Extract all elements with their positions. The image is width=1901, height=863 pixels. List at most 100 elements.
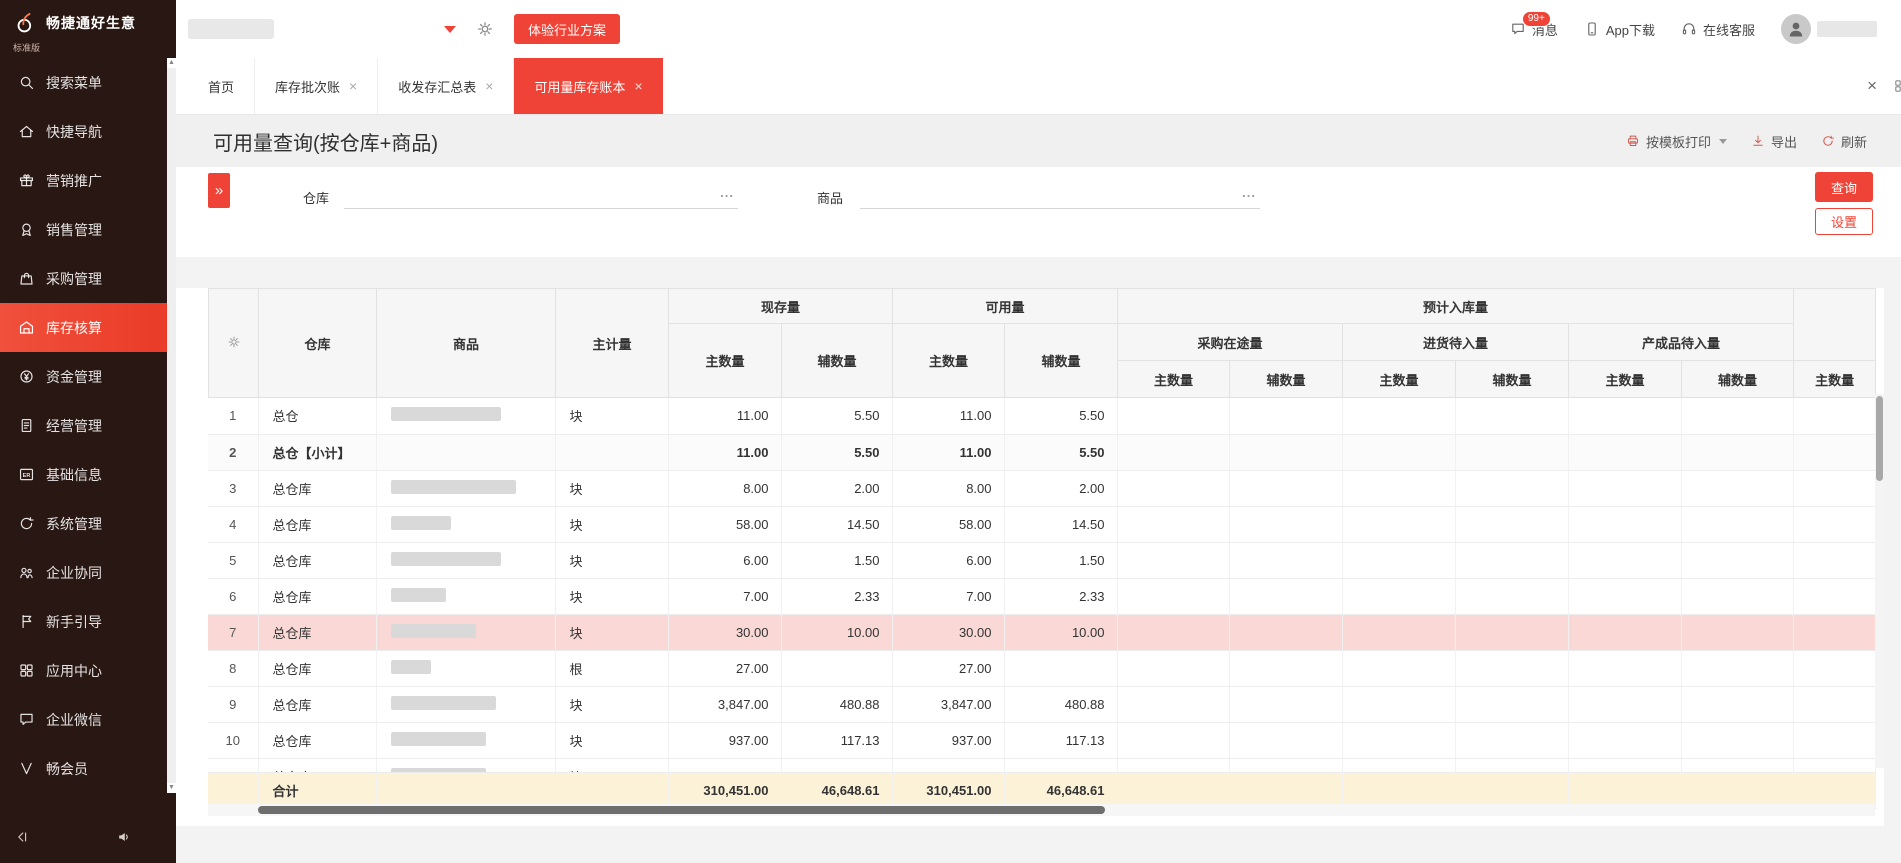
product-filter-input[interactable]: ... — [860, 181, 1260, 209]
close-icon[interactable]: × — [634, 78, 643, 94]
table-row[interactable]: 9 总仓库块 3,847.00 480.88 3,847.00 480.88 — [208, 686, 1876, 723]
user-menu[interactable] — [1781, 14, 1877, 44]
sidebar-item-sales[interactable]: 销售管理 — [0, 205, 167, 254]
sidebar-item-system[interactable]: 系统管理 — [0, 499, 167, 548]
app-download-button[interactable]: App下载 — [1584, 20, 1655, 39]
horizontal-scrollbar-thumb[interactable] — [258, 806, 1105, 814]
warehouse-filter-input[interactable]: ... — [344, 181, 738, 209]
warehouse-picker-ellipsis[interactable]: ... — [720, 185, 734, 200]
tab-list-icon[interactable] — [1893, 78, 1901, 94]
col-product[interactable]: 商品 — [376, 288, 556, 398]
tab-1[interactable]: 库存批次账 × — [255, 58, 379, 114]
sidebar-item-search-menu[interactable]: 搜索菜单 — [0, 58, 167, 107]
col-aux-qty[interactable]: 辅数量 — [1681, 360, 1795, 398]
export-button[interactable]: 导出 — [1751, 132, 1797, 151]
tab-0[interactable]: 首页 — [188, 58, 256, 114]
edition-badge: 标准版 — [13, 43, 41, 53]
sidebar-item-label: 经营管理 — [46, 417, 102, 434]
sidebar-item-app-center[interactable]: 应用中心 — [0, 646, 167, 695]
speaker-icon[interactable] — [116, 829, 132, 845]
messages-count-badge: 99+ — [1521, 10, 1551, 27]
sidebar-item-label: 应用中心 — [46, 662, 102, 679]
online-service-button[interactable]: 在线客服 — [1681, 20, 1755, 39]
redacted-product-name — [390, 407, 501, 422]
close-all-tabs-icon[interactable]: × — [1867, 76, 1877, 95]
redacted-product-name — [390, 623, 476, 638]
sidebar-item-label: 企业微信 — [46, 711, 102, 728]
horizontal-scrollbar[interactable] — [208, 804, 1875, 816]
sidebar-item-quick-nav[interactable]: 快捷导航 — [0, 107, 167, 156]
col-unit[interactable]: 主计量 — [555, 288, 669, 398]
vertical-scrollbar-thumb[interactable] — [1876, 396, 1883, 481]
company-selector[interactable] — [188, 19, 274, 39]
scroll-up-icon[interactable]: ▲ — [167, 58, 176, 68]
col-aux-qty[interactable]: 辅数量 — [780, 323, 894, 398]
collapse-sidebar-icon[interactable] — [14, 829, 30, 845]
col-main-qty[interactable]: 主数量 — [1342, 360, 1457, 398]
table-body-viewport[interactable]: 1 总仓块 11.00 5.50 11.00 5.50 2 总仓【小计】 11.00 5.50 11… — [208, 398, 1884, 772]
expand-filter-button[interactable]: » — [208, 173, 230, 208]
group-available: 可用量 — [892, 288, 1119, 324]
sidebar-item-operation[interactable]: 经营管理 — [0, 401, 167, 450]
table-row[interactable]: 5 总仓库块 6.00 1.50 6.00 1.50 — [208, 542, 1876, 579]
table-row[interactable]: 7 总仓库块 30.00 10.00 30.00 10.00 — [208, 614, 1876, 651]
messages-button[interactable]: 消息 99+ — [1510, 10, 1558, 39]
gift-icon — [18, 172, 35, 189]
experience-plan-button[interactable]: 体验行业方案 — [514, 14, 621, 44]
sidebar-item-inventory-accounting[interactable]: 库存核算 — [0, 303, 176, 352]
apps-icon — [18, 662, 35, 679]
table-row[interactable]: 10 总仓库块 937.00 117.13 937.00 117.13 — [208, 722, 1876, 759]
people-icon — [18, 564, 35, 581]
table-row[interactable]: 1 总仓块 11.00 5.50 11.00 5.50 — [208, 398, 1876, 435]
sidebar-item-newbie-guide[interactable]: 新手引导 — [0, 597, 167, 646]
sidebar-item-wecom[interactable]: 企业微信 — [0, 695, 167, 744]
scroll-down-icon[interactable]: ▼ — [167, 783, 176, 793]
col-aux-qty[interactable]: 辅数量 — [1455, 360, 1570, 398]
gear-icon[interactable] — [476, 20, 494, 38]
col-main-qty[interactable]: 主数量 — [668, 323, 782, 398]
table-header: 仓库 商品 主计量 现存量 可用量 预计入库量 主数量 辅数量 主数量 辅数量 … — [208, 288, 1877, 398]
tab-3[interactable]: 可用量库存账本 × — [514, 58, 663, 114]
col-aux-qty[interactable]: 辅数量 — [1229, 360, 1344, 398]
doc-icon — [18, 417, 35, 434]
table-row[interactable]: 3 总仓库块 8.00 2.00 8.00 2.00 — [208, 470, 1876, 507]
warehouse-icon — [18, 319, 35, 336]
table-row[interactable]: 4 总仓库块 58.00 14.50 58.00 14.50 — [208, 506, 1876, 543]
close-icon[interactable]: × — [349, 78, 358, 94]
sidebar-item-funds[interactable]: 资金管理 — [0, 352, 167, 401]
settings-button[interactable]: 设置 — [1815, 208, 1873, 235]
close-icon[interactable]: × — [485, 78, 494, 94]
sidebar-item-base-info[interactable]: ER 基础信息 — [0, 450, 167, 499]
tab-2[interactable]: 收发存汇总表 × — [378, 58, 515, 114]
col-main-qty[interactable]: 主数量 — [1793, 360, 1877, 398]
home-icon — [18, 123, 35, 140]
col-aux-qty[interactable]: 辅数量 — [1004, 323, 1119, 398]
page-title: 可用量查询(按仓库+商品) — [213, 132, 438, 155]
col-main-qty[interactable]: 主数量 — [1117, 360, 1231, 398]
redacted-product-name — [390, 587, 446, 602]
company-caret-icon[interactable] — [444, 26, 456, 33]
table-row[interactable]: 8 总仓库根 27.00 27.00 — [208, 650, 1876, 687]
sidebar-item-purchase[interactable]: 采购管理 — [0, 254, 167, 303]
sidebar-item-enterprise-collab[interactable]: 企业协同 — [0, 548, 167, 597]
table-row[interactable]: 2 总仓【小计】 11.00 5.50 11.00 5.50 — [208, 434, 1876, 471]
sidebar-item-member[interactable]: 畅会员 — [0, 744, 167, 793]
column-settings-gear-icon[interactable] — [227, 335, 241, 349]
table-row[interactable]: 6 总仓库块 7.00 2.33 7.00 2.33 — [208, 578, 1876, 615]
redacted-product-name — [390, 731, 486, 746]
sidebar-item-marketing[interactable]: 营销推广 — [0, 156, 167, 205]
sidebar-scrollbar[interactable]: ▲ ▼ — [167, 58, 176, 793]
refresh-button[interactable]: 刷新 — [1821, 132, 1867, 151]
col-warehouse[interactable]: 仓库 — [258, 288, 377, 398]
sidebar-item-label: 采购管理 — [46, 270, 102, 287]
medal-icon — [18, 221, 35, 238]
vertical-scrollbar[interactable] — [1875, 394, 1884, 768]
col-main-qty[interactable]: 主数量 — [892, 323, 1006, 398]
print-by-template-button[interactable]: 按模板打印 — [1626, 132, 1727, 151]
product-picker-ellipsis[interactable]: ... — [1242, 185, 1256, 200]
title-bar: 可用量查询(按仓库+商品) 按模板打印 导出 刷新 — [176, 115, 1901, 167]
col-main-qty[interactable]: 主数量 — [1568, 360, 1683, 398]
query-button[interactable]: 查询 — [1815, 172, 1873, 202]
